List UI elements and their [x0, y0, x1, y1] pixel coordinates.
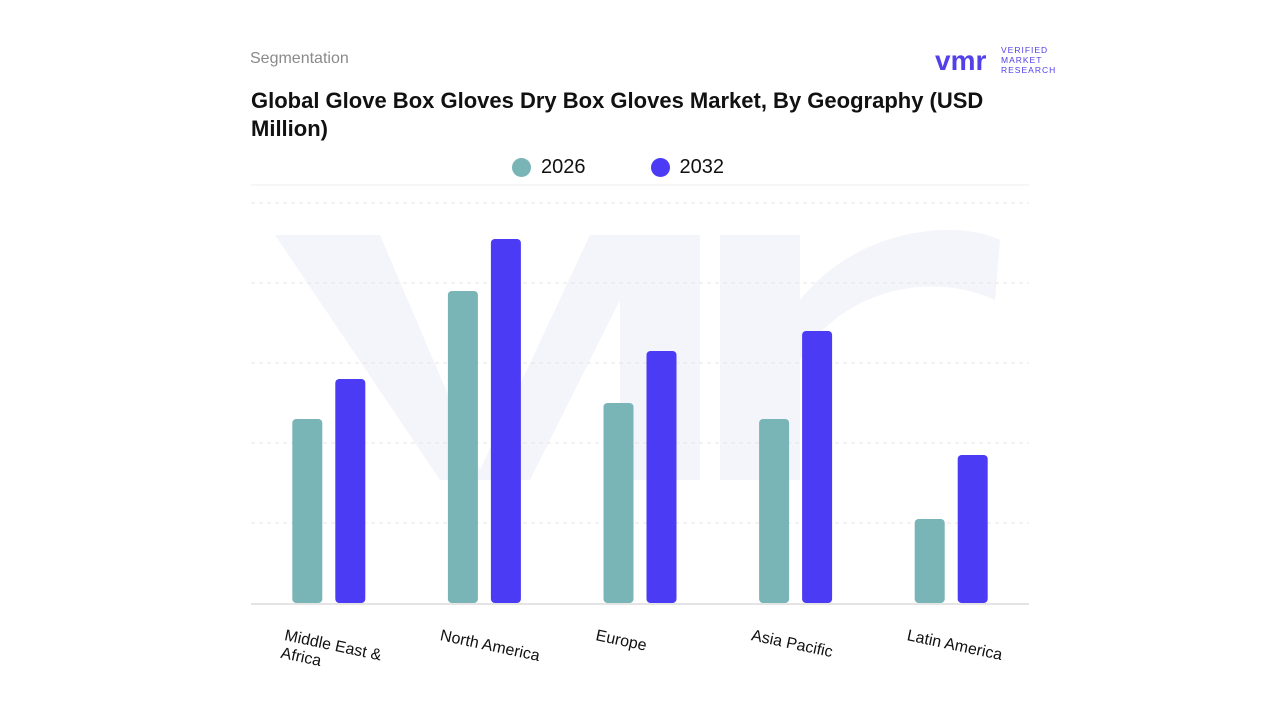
x-tick-label: Europe — [594, 627, 648, 654]
legend-item-2032: 2032 — [650, 155, 725, 179]
bars — [292, 239, 988, 603]
x-tick-label: North America — [439, 627, 542, 665]
bar-2032-north-america — [490, 239, 521, 603]
bar-2032-asia-pacific — [802, 331, 833, 603]
x-tick-label: Asia Pacific — [750, 627, 834, 661]
legend-label-2026: 2026 — [541, 155, 586, 178]
bar-2032-latin-america — [957, 455, 988, 603]
chart-legend: 2026 2032 — [512, 152, 789, 182]
legend-swatch-2032 — [650, 157, 670, 177]
legend-item-2026: 2026 — [512, 156, 586, 179]
logo-line-3: RESEARCH — [1001, 65, 1056, 75]
chart-title: Global Glove Box Gloves Dry Box Gloves M… — [251, 88, 984, 141]
bar-2026-north-america — [447, 291, 478, 603]
watermark-logo — [275, 229, 1000, 480]
grid-lines — [251, 184, 1029, 605]
bar-2032-europe — [646, 351, 677, 603]
bar-2032-middle-east-africa — [335, 379, 366, 603]
logo-line-1: VERIFIED — [1001, 45, 1048, 55]
logo-line-2: MARKET — [1001, 55, 1042, 65]
bar-2026-latin-america — [914, 519, 945, 603]
bar-2026-europe — [603, 403, 634, 603]
segmentation-label: Segmentation — [250, 50, 349, 67]
x-tick-label: Middle East &Africa — [279, 627, 383, 682]
x-tick-label: Latin America — [905, 627, 1003, 664]
bar-2026-asia-pacific — [759, 419, 790, 603]
category-labels: Middle East &Africa North America Europe As… — [279, 627, 1004, 682]
bar-2026-middle-east-africa — [292, 419, 323, 603]
legend-swatch-2026 — [512, 157, 531, 177]
legend-label-2032: 2032 — [679, 155, 725, 178]
company-logo: vmr VERIFIED MARKET RESEARCH — [935, 45, 1056, 76]
logo-mark: vmr — [935, 45, 986, 76]
